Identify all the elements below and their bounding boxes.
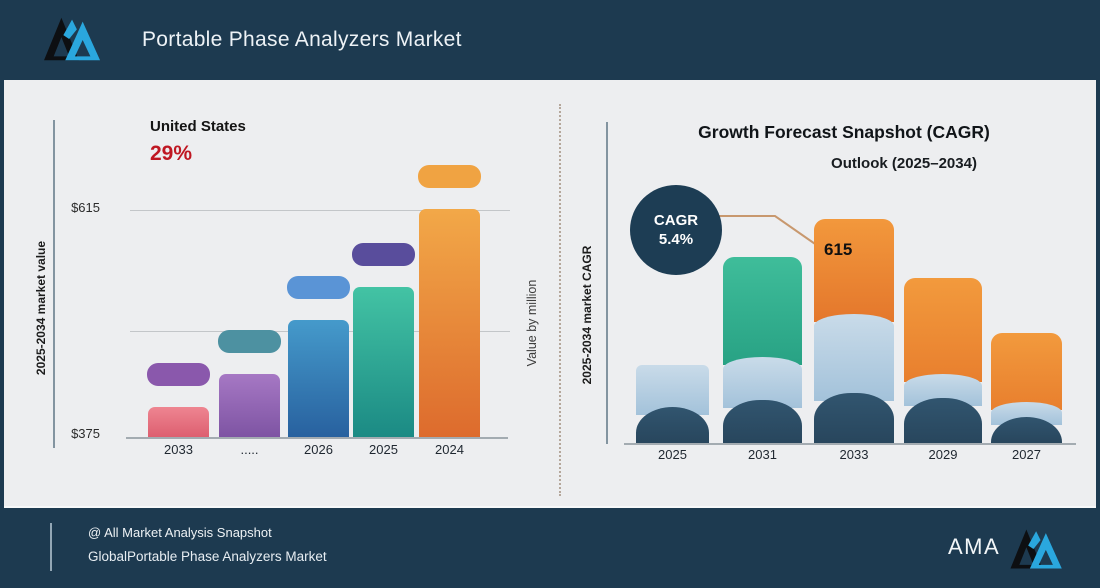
right-y-axis-label: 2025-2034 market CAGR <box>580 245 594 385</box>
panel-separator <box>559 104 561 496</box>
footer-banner: @ All Market Analysis Snapshot GlobalPor… <box>0 508 1100 588</box>
right-xtick-2025: 2025 <box>658 447 687 462</box>
right-x-axis <box>624 443 1076 445</box>
bar-cap-2033 <box>147 363 210 386</box>
left-ytick-615: $615 <box>71 200 100 215</box>
bar-cap-2025 <box>352 243 415 266</box>
charts-panel: 2025-2034 market value $615 $375 United … <box>4 80 1096 508</box>
bar-2033 <box>148 407 209 437</box>
segment-top-2029 <box>904 278 982 382</box>
left-y-axis <box>53 120 55 448</box>
right-y-axis <box>606 122 608 444</box>
left-gridline-615 <box>130 210 510 211</box>
right-chart-title: Growth Forecast Snapshot (CAGR) <box>698 122 990 142</box>
right-xtick-2033: 2033 <box>839 447 869 462</box>
cagr-badge-value: 5.4% <box>658 231 694 248</box>
segment-top-2027 <box>991 333 1062 410</box>
stacked-bar-2031 <box>723 257 802 443</box>
segment-base-2025 <box>636 407 709 443</box>
bar-2026 <box>288 320 349 437</box>
segment-top-2033 <box>814 219 894 322</box>
right-xtick-2031: 2031 <box>748 447 777 462</box>
right-xtick-2027: 2027 <box>1012 447 1041 462</box>
stacked-bar-2027 <box>991 333 1062 443</box>
left-ytick-375: $375 <box>71 426 100 441</box>
stacked-bar-2029 <box>904 278 982 443</box>
left-chart-title: United States <box>150 118 246 135</box>
left-x-axis <box>126 437 508 439</box>
left-xtick-2033: 2033 <box>164 442 193 457</box>
bar-cap-2024 <box>418 165 481 188</box>
annotation-615: 615 <box>824 240 853 259</box>
ama-footer-logo-icon <box>1010 529 1062 569</box>
segment-mid-2031 <box>723 357 802 408</box>
stacked-bar-2025 <box>636 365 709 443</box>
footer-divider <box>50 523 52 571</box>
ama-logo-icon <box>44 17 101 61</box>
stacked-bar-2033 <box>814 219 894 443</box>
header-banner: Portable Phase Analyzers Market <box>0 0 1100 80</box>
segment-base-2031 <box>723 400 802 443</box>
segment-base-2029 <box>904 398 982 443</box>
right-xtick-2029: 2029 <box>928 447 958 462</box>
page-title: Portable Phase Analyzers Market <box>142 28 462 51</box>
middle-value-label: Value by million <box>525 279 539 367</box>
bar-2025 <box>353 287 414 437</box>
footer-snapshot-text: @ All Market Analysis Snapshot <box>88 525 272 540</box>
footer-brand-text: AMA <box>948 534 1001 559</box>
left-xtick-2026: 2026 <box>304 442 333 457</box>
footer-market-text: GlobalPortable Phase Analyzers Market <box>88 549 327 564</box>
segment-mid-2025 <box>636 365 709 415</box>
left-xtick-2024: 2024 <box>435 442 464 457</box>
cagr-badge-label: CAGR <box>653 211 699 229</box>
bar-2024 <box>419 209 480 437</box>
bar-cap-..... <box>218 330 281 353</box>
left-y-axis-label: 2025-2034 market value <box>34 240 48 376</box>
segment-mid-2033 <box>814 314 894 401</box>
segment-base-2033 <box>814 393 894 443</box>
cagr-badge: CAGR 5.4% <box>630 185 722 275</box>
left-xtick-.....: ..... <box>240 442 259 457</box>
left-xtick-2025: 2025 <box>369 442 398 457</box>
bar-..... <box>219 374 280 437</box>
bar-cap-2026 <box>287 276 350 299</box>
left-chart-highlight: 29% <box>150 142 193 165</box>
segment-top-2031 <box>723 257 802 365</box>
right-chart-subtitle: Outlook (2025–2034) <box>831 155 977 172</box>
